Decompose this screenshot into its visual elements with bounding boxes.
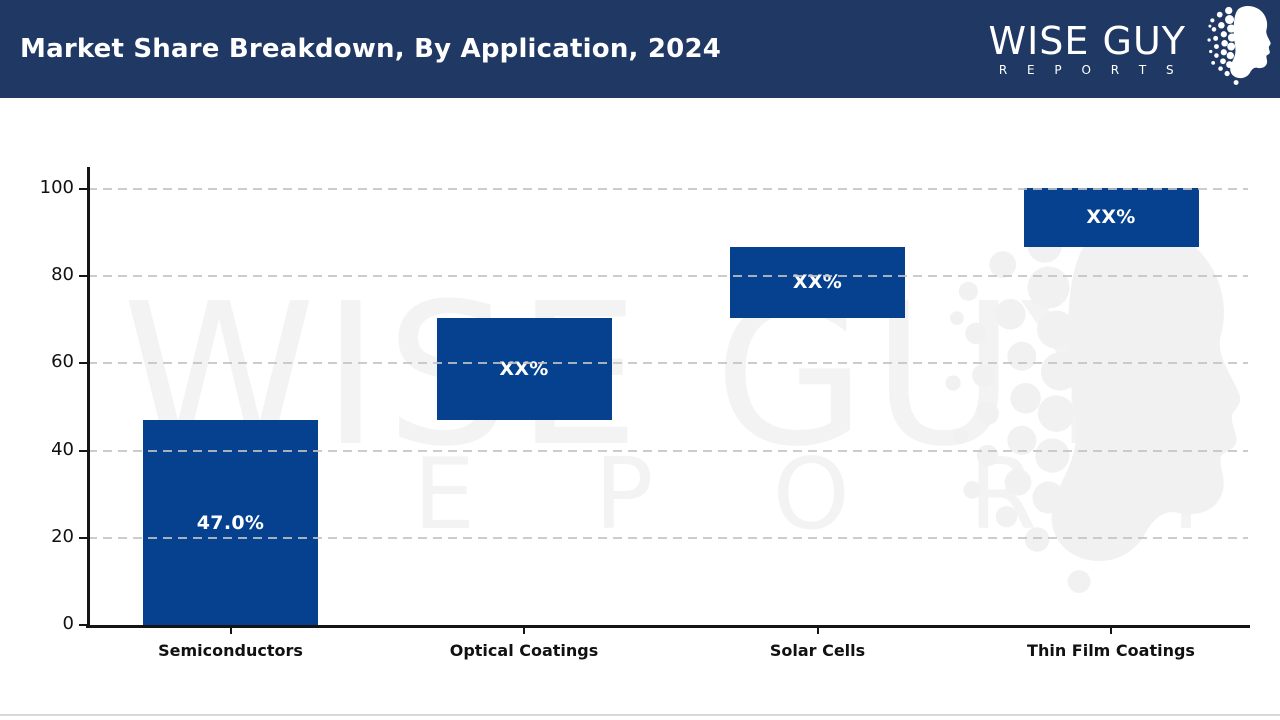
bar-solar-cells: XX% xyxy=(730,246,905,318)
x-tick-1 xyxy=(523,627,525,634)
brand-logo-text: WISE GUY R E P O R T S xyxy=(989,22,1186,77)
x-category-label: Thin Film Coatings xyxy=(1027,641,1195,660)
brand-logo-wordmark: WISE GUY xyxy=(988,18,1186,63)
y-tick-label-40: 40 xyxy=(51,438,74,460)
y-axis-line xyxy=(87,167,90,627)
gridline-20 xyxy=(88,536,1248,539)
gridline-80 xyxy=(88,275,1248,278)
brand-logo: WISE GUY R E P O R T S xyxy=(989,4,1280,94)
chart-plot-area: 0 20 40 60 80 100 47.0% Semiconductors XX% Optica… xyxy=(0,98,1280,712)
header-bar: Market Share Breakdown, By Application, … xyxy=(0,0,1280,98)
x-category-label: Solar Cells xyxy=(769,641,866,660)
x-category-label: Semiconductors xyxy=(158,641,303,660)
bar-value-label: XX% xyxy=(499,357,549,380)
y-tick-label-20: 20 xyxy=(51,525,74,547)
gridline-40 xyxy=(88,449,1248,452)
y-tick-label-60: 60 xyxy=(51,351,74,373)
y-tick-100 xyxy=(79,188,87,190)
bar-value-label: 47.0% xyxy=(196,511,265,534)
gridline-60 xyxy=(88,362,1248,365)
brand-face-dots-icon xyxy=(1207,6,1271,85)
bar-optical-coatings: XX% xyxy=(436,317,612,421)
bar-value-label: XX% xyxy=(1086,206,1136,229)
y-tick-label-0: 0 xyxy=(62,613,74,634)
y-tick-80 xyxy=(79,275,87,278)
page-title: Market Share Breakdown, By Application, … xyxy=(20,34,722,64)
x-tick-2 xyxy=(816,627,819,634)
gridline-100 xyxy=(88,188,1248,190)
x-tick-0 xyxy=(229,627,232,634)
x-axis-line xyxy=(86,625,1250,628)
y-tick-0 xyxy=(79,624,87,626)
y-tick-label-80: 80 xyxy=(51,264,74,286)
y-tick-40 xyxy=(79,449,87,452)
brand-logo-subtitle: R E P O R T S xyxy=(998,62,1182,77)
bar-thin-film-coatings: XX% xyxy=(1023,187,1199,247)
y-tick-60 xyxy=(79,362,87,365)
bottom-divider xyxy=(0,714,1280,716)
x-tick-3 xyxy=(1110,627,1112,634)
x-category-label: Optical Coatings xyxy=(449,641,599,660)
y-tick-label-100: 100 xyxy=(39,177,74,198)
bar-semiconductors: 47.0% xyxy=(143,420,318,625)
y-tick-20 xyxy=(79,536,87,539)
